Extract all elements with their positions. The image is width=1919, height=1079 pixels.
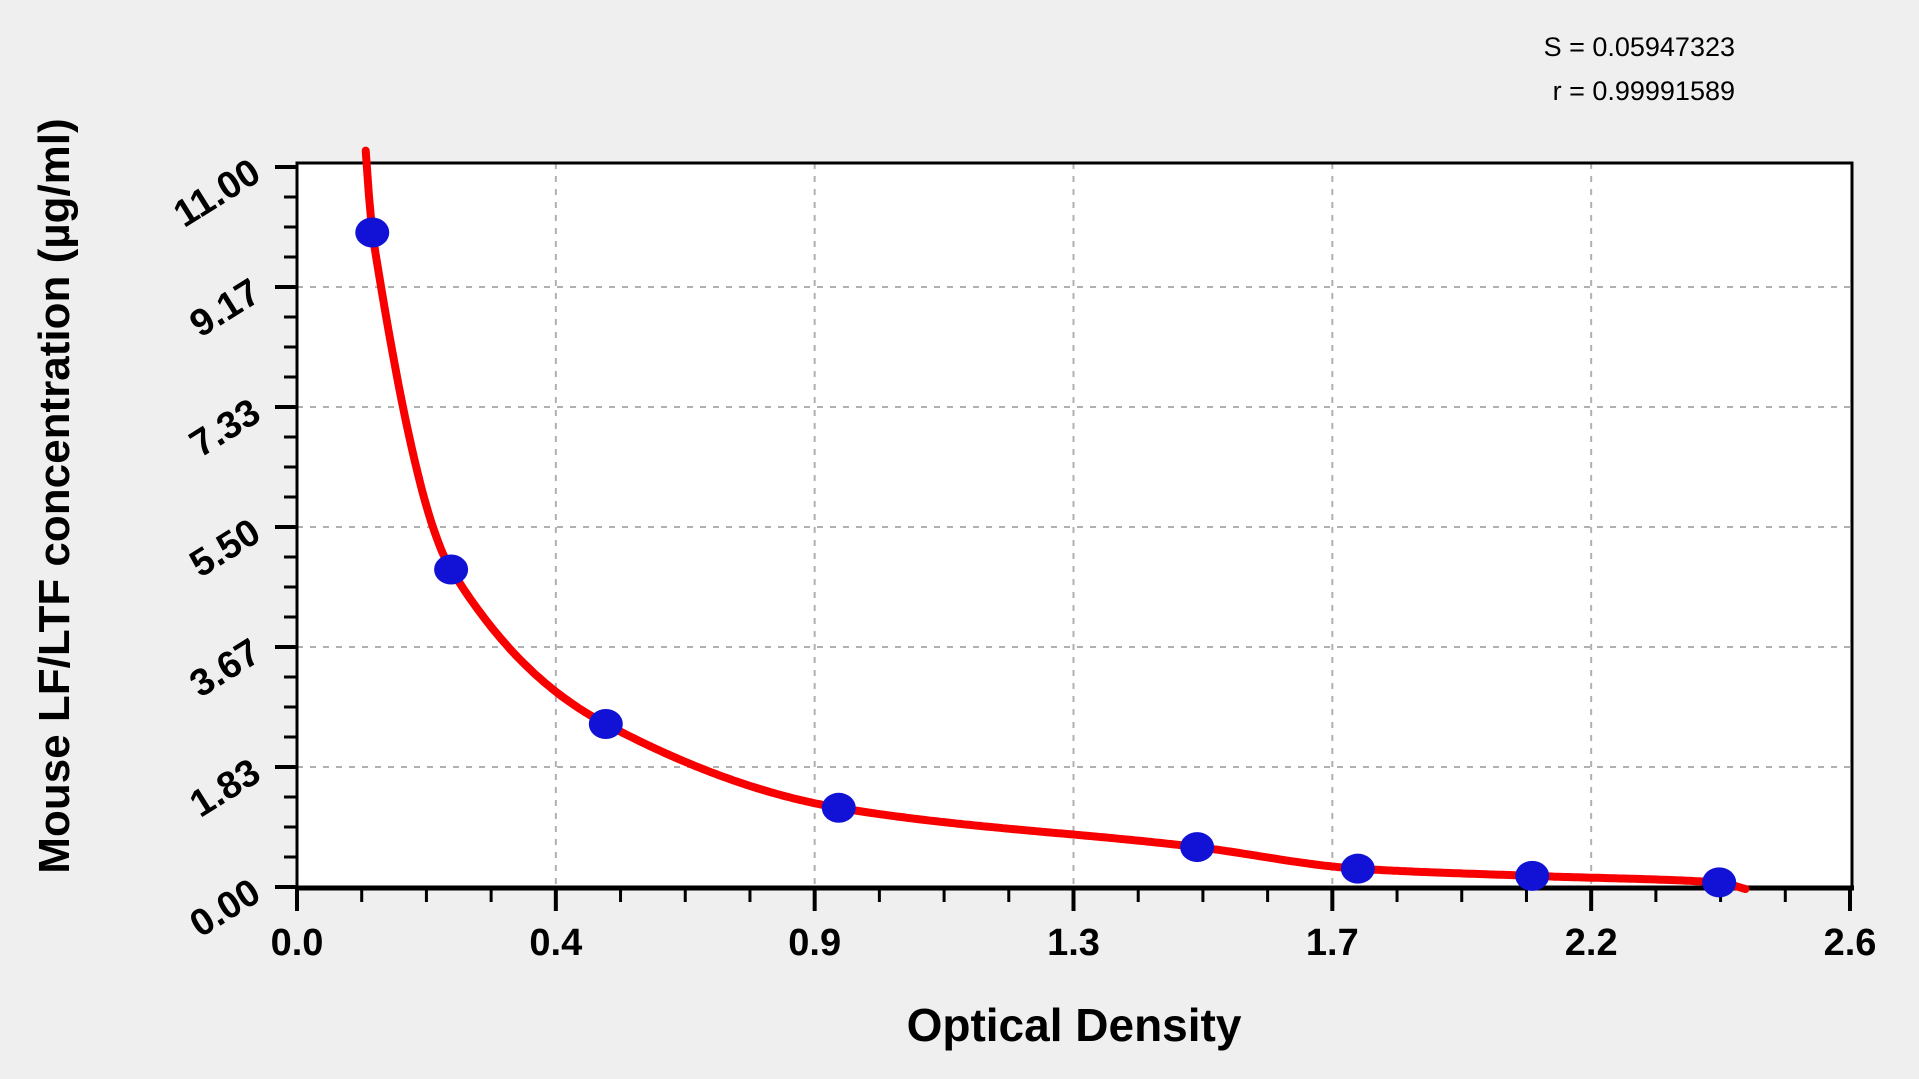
y-tick-label: 0.00 bbox=[183, 871, 268, 946]
x-tick-label: 0.0 bbox=[271, 922, 324, 964]
x-tick-label: 1.7 bbox=[1306, 922, 1359, 964]
y-tick-label: 11.00 bbox=[167, 151, 268, 236]
x-axis-title: Optical Density bbox=[906, 999, 1242, 1051]
data-point bbox=[1515, 860, 1550, 891]
y-tick-label: 3.67 bbox=[183, 631, 268, 706]
data-point bbox=[1340, 853, 1375, 884]
data-point bbox=[1702, 867, 1737, 898]
data-point bbox=[821, 792, 856, 823]
x-tick-label: 0.9 bbox=[788, 922, 841, 964]
data-point bbox=[588, 709, 623, 740]
x-tick-label: 1.3 bbox=[1047, 922, 1100, 964]
data-point bbox=[355, 217, 390, 248]
x-tick-label: 0.4 bbox=[529, 922, 582, 964]
y-tick-label: 7.33 bbox=[183, 391, 268, 466]
x-tick-label: 2.6 bbox=[1824, 922, 1877, 964]
data-point bbox=[1180, 832, 1215, 863]
y-tick-label: 5.50 bbox=[183, 511, 268, 586]
stat-annotation-r: r = 0.99991589 bbox=[1552, 76, 1735, 106]
x-tick-label: 2.2 bbox=[1565, 922, 1618, 964]
y-axis-title: Mouse LF/LTF concentration (µg/ml) bbox=[30, 118, 79, 874]
y-tick-label: 1.83 bbox=[183, 751, 268, 826]
y-tick-label: 9.17 bbox=[183, 271, 268, 346]
data-point bbox=[434, 554, 469, 585]
stat-annotation-s: S = 0.05947323 bbox=[1543, 32, 1735, 62]
